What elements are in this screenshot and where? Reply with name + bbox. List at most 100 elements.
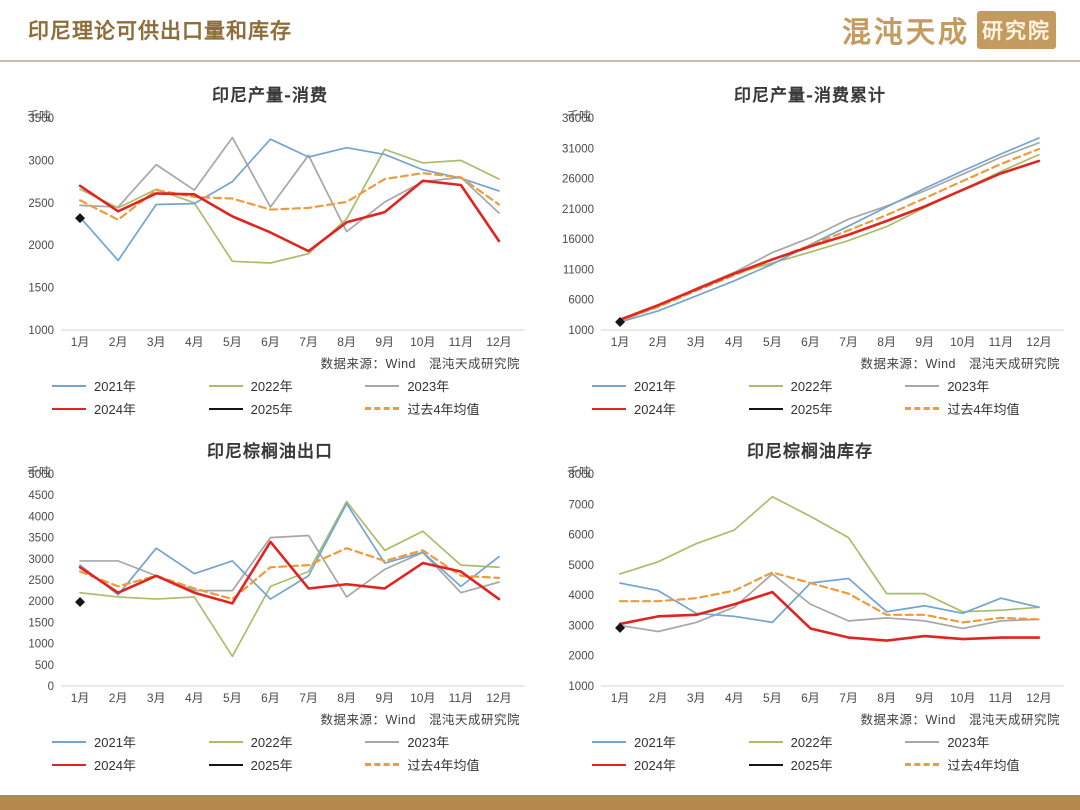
data-source: 数据来源：Wind 混沌天成研究院 — [860, 357, 1060, 371]
chart-legend: 2021年 2022年 2023年 2024年 2025年 过去4年均值 — [0, 728, 540, 774]
svg-text:6月: 6月 — [261, 691, 280, 705]
svg-text:5月: 5月 — [763, 691, 782, 705]
page-header: 印尼理论可供出口量和库存 混沌天成 研究院 — [0, 0, 1080, 62]
chart-panel-production-consumption-cumulative: 印尼产量-消费累计 千吨 36000 31000 26000 21000 16000 110… — [540, 75, 1080, 431]
chart-legend: 2021年 2022年 2023年 2024年 2025年 过去4年均值 — [540, 372, 1080, 418]
legend-item-2025年: 2025年 — [748, 399, 906, 418]
svg-text:2000: 2000 — [28, 596, 54, 608]
logo-seal-badge: 研究院 — [977, 11, 1056, 49]
svg-text:9月: 9月 — [915, 691, 934, 705]
legend-label: 2024年 — [634, 758, 676, 773]
svg-text:11月: 11月 — [988, 691, 1012, 705]
svg-text:4月: 4月 — [184, 691, 203, 705]
legend-label: 过去4年均值 — [947, 758, 1020, 773]
svg-text:9月: 9月 — [375, 691, 394, 705]
svg-text:8月: 8月 — [877, 691, 896, 705]
svg-text:11月: 11月 — [988, 335, 1012, 349]
legend-line-swatch — [208, 407, 243, 410]
svg-text:6月: 6月 — [801, 691, 820, 705]
legend-line-swatch — [208, 740, 243, 743]
chart-panel-palm-oil-export: 印尼棕榈油出口 千吨 5000 4500 4000 3500 3000 2500 2000 15… — [0, 431, 540, 787]
legend-label: 2023年 — [947, 735, 990, 750]
legend-line-swatch — [365, 407, 400, 410]
chart-legend: 2021年 2022年 2023年 2024年 2025年 过去4年均值 — [540, 728, 1080, 774]
legend-item-2021年: 2021年 — [592, 376, 749, 395]
palm-oil-export-chart: 千吨50004500400035003000250020001500100050… — [27, 465, 524, 705]
svg-text:3500: 3500 — [28, 533, 54, 545]
legend-label: 2022年 — [250, 735, 293, 750]
legend-line-swatch — [365, 740, 400, 743]
svg-text:11月: 11月 — [448, 335, 472, 349]
chart-title: 印尼产量-消费累计 — [733, 86, 887, 106]
svg-text:4000: 4000 — [28, 511, 54, 523]
svg-text:千吨: 千吨 — [567, 109, 591, 123]
legend-item-2021年: 2021年 — [52, 376, 209, 395]
legend-item-过去4年均值: 过去4年均值 — [905, 399, 1062, 418]
svg-text:26000: 26000 — [562, 174, 594, 186]
svg-text:4月: 4月 — [184, 335, 203, 349]
legend-item-2022年: 2022年 — [208, 732, 366, 751]
legend-item-2021年: 2021年 — [592, 732, 749, 751]
legend-label: 2025年 — [250, 402, 293, 417]
data-source: 数据来源：Wind 混沌天成研究院 — [860, 713, 1060, 727]
legend-label: 2025年 — [790, 402, 833, 417]
legend-label: 2022年 — [790, 379, 833, 394]
svg-text:1000: 1000 — [568, 681, 594, 693]
svg-text:4500: 4500 — [28, 490, 54, 502]
svg-text:9月: 9月 — [915, 335, 934, 349]
svg-text:11000: 11000 — [562, 264, 593, 276]
legend-item-2024年: 2024年 — [592, 755, 749, 774]
legend-line-swatch — [748, 740, 783, 743]
legend-line-swatch — [905, 384, 940, 387]
chart-title: 印尼棕榈油出口 — [207, 442, 333, 462]
legend-item-2022年: 2022年 — [748, 732, 906, 751]
legend-label: 2023年 — [947, 379, 990, 394]
svg-text:3月: 3月 — [146, 691, 165, 705]
svg-text:3000: 3000 — [28, 554, 54, 566]
legend-label: 2024年 — [94, 758, 136, 773]
company-logo: 混沌天成 研究院 — [842, 9, 1056, 51]
svg-text:10月: 10月 — [410, 335, 435, 349]
svg-text:0: 0 — [47, 681, 53, 693]
legend-line-swatch — [592, 740, 626, 743]
svg-text:7000: 7000 — [568, 499, 594, 511]
legend-label: 2025年 — [790, 758, 833, 773]
legend-label: 2025年 — [250, 758, 293, 773]
footer-bar — [0, 795, 1080, 810]
svg-text:1000: 1000 — [28, 639, 54, 651]
legend-line-swatch — [905, 763, 940, 766]
legend-item-2022年: 2022年 — [748, 376, 906, 395]
svg-text:8月: 8月 — [877, 335, 896, 349]
svg-text:3月: 3月 — [686, 335, 705, 349]
legend-item-过去4年均值: 过去4年均值 — [365, 755, 522, 774]
svg-text:4月: 4月 — [724, 691, 743, 705]
legend-label: 2021年 — [634, 379, 676, 394]
svg-text:2000: 2000 — [28, 240, 54, 252]
legend-line-swatch — [905, 407, 940, 410]
svg-text:3000: 3000 — [28, 155, 54, 167]
legend-line-swatch — [52, 740, 86, 743]
svg-text:11月: 11月 — [448, 691, 472, 705]
legend-line-swatch — [365, 763, 400, 766]
chart-title: 印尼棕榈油库存 — [747, 442, 873, 462]
svg-text:8000: 8000 — [568, 469, 594, 481]
svg-text:1月: 1月 — [610, 335, 629, 349]
svg-text:3500: 3500 — [28, 113, 54, 125]
legend-item-2025年: 2025年 — [748, 755, 906, 774]
legend-line-swatch — [208, 384, 243, 387]
legend-item-2024年: 2024年 — [52, 755, 209, 774]
svg-text:7月: 7月 — [299, 691, 318, 705]
svg-text:6月: 6月 — [801, 335, 820, 349]
legend-line-swatch — [748, 763, 783, 766]
svg-text:1500: 1500 — [28, 617, 54, 629]
data-source: 数据来源：Wind 混沌天成研究院 — [320, 357, 520, 371]
svg-text:12月: 12月 — [1026, 335, 1051, 349]
svg-text:1月: 1月 — [70, 335, 89, 349]
legend-label: 2022年 — [250, 379, 293, 394]
legend-item-2022年: 2022年 — [208, 376, 366, 395]
svg-text:5000: 5000 — [568, 560, 594, 572]
legend-line-swatch — [592, 384, 626, 387]
svg-text:1月: 1月 — [610, 691, 629, 705]
legend-label: 2024年 — [94, 402, 136, 417]
